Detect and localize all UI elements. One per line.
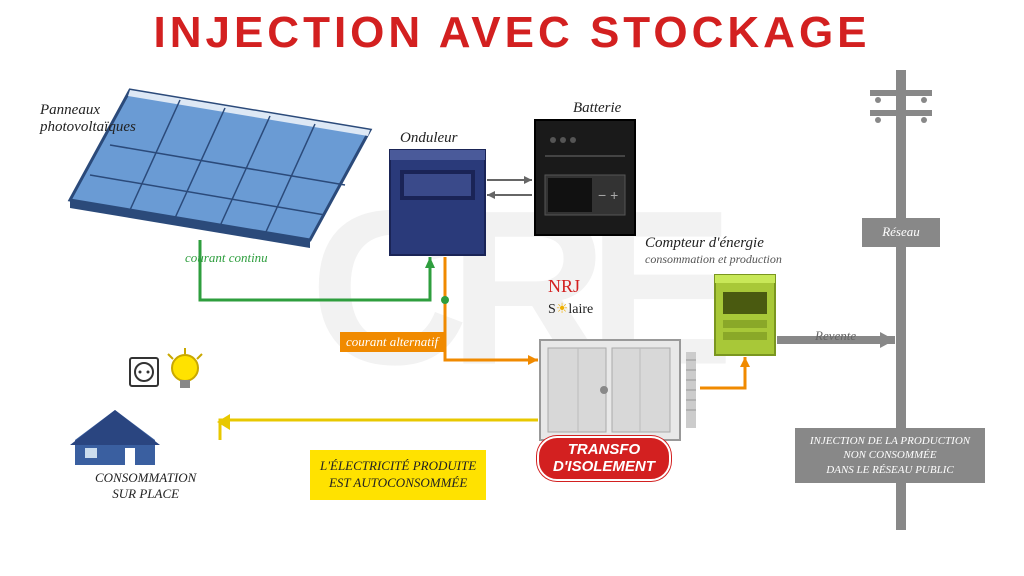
svg-text:− +: − + (598, 187, 618, 203)
label-meter-sub: consommation et production (645, 252, 782, 267)
pill-transfo: TRANSFO D'ISOLEMENT (537, 436, 671, 481)
battery-icon: − + (535, 120, 635, 235)
label-inverter: Onduleur (400, 130, 458, 147)
house-icon (70, 348, 202, 465)
label-meter: Compteur d'énergie (645, 235, 764, 252)
brand-solaire-text: laire (568, 302, 593, 317)
label-ac: courant alternatif (340, 332, 444, 352)
brand-nrj-text: NRJ (548, 276, 580, 296)
label-battery: Batterie (573, 100, 621, 117)
label-resale: Revente (815, 328, 856, 344)
transformer-icon (540, 340, 696, 440)
label-grid: Réseau (862, 218, 940, 247)
page-title: INJECTION AVEC STOCKAGE (0, 8, 1024, 58)
meter-icon (715, 275, 775, 355)
box-autoconsumed: L'ÉLECTRICITÉ PRODUITE EST AUTOCONSOMMÉE (310, 450, 486, 500)
brand-nrj: NRJ S☀laire (548, 276, 593, 318)
inverter-icon (390, 150, 485, 255)
box-injection: INJECTION DE LA PRODUCTION NON CONSOMMÉE… (795, 428, 985, 483)
label-consumption: CONSOMMATION SUR PLACE (95, 470, 196, 502)
label-dc: courant continu (185, 250, 268, 266)
label-panels: Panneaux photovoltaïques (40, 102, 136, 136)
